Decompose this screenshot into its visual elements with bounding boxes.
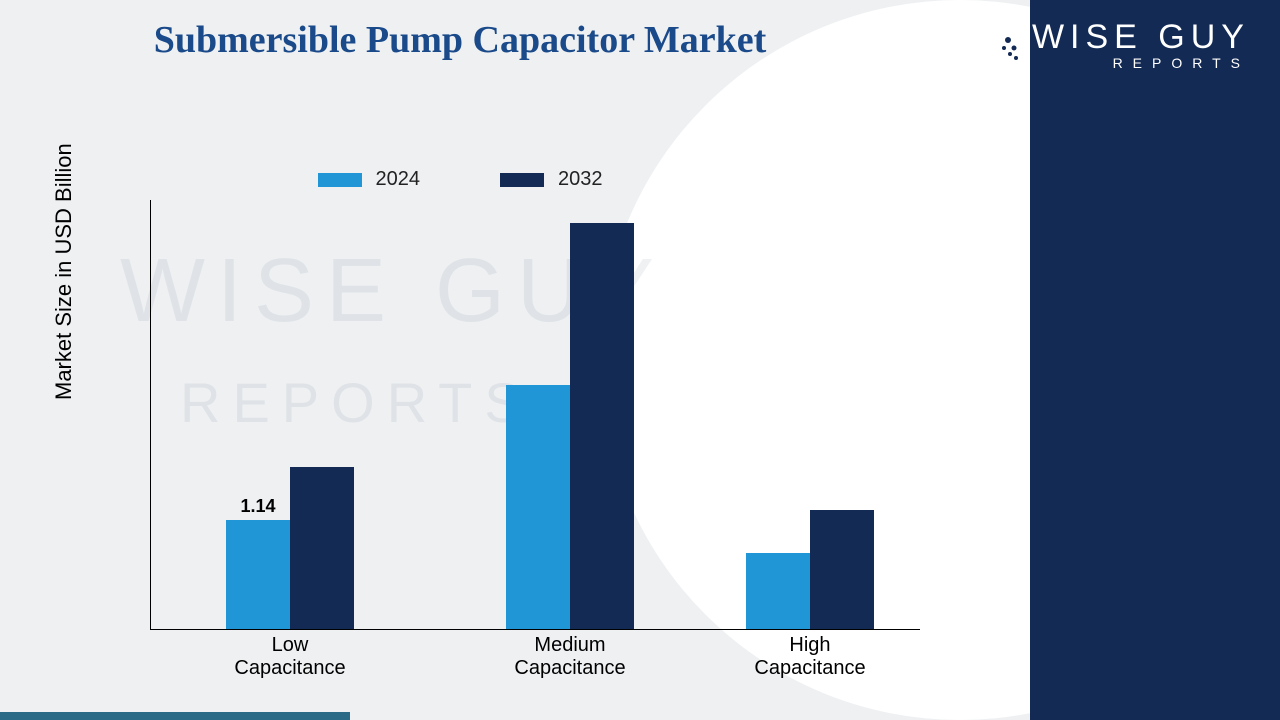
legend-label-2024: 2024: [376, 168, 421, 191]
legend-swatch-2024: [318, 173, 362, 187]
brand-logo: WISE GUY REPORTS: [1032, 18, 1250, 71]
bottom-accent-strip: [0, 712, 350, 720]
stage: WISE GUY REPORTS Submersible Pump Capaci…: [0, 0, 1280, 720]
brand-logo-line2: REPORTS: [1032, 55, 1250, 71]
bar-2032: [810, 510, 874, 629]
legend-swatch-2032: [500, 173, 544, 187]
y-axis-line: [150, 200, 151, 630]
legend: 2024 2032: [0, 168, 920, 191]
legend-label-2032: 2032: [558, 168, 603, 191]
legend-item-2024: 2024: [318, 168, 421, 191]
bar-2024: [226, 520, 290, 629]
x-axis-line: [150, 629, 920, 630]
bar-2024: [746, 553, 810, 629]
sidebar-panel: [1030, 0, 1280, 720]
chart-title: Submersible Pump Capacitor Market: [0, 18, 920, 62]
category-label: LowCapacitance: [190, 634, 390, 680]
plot-area: 1.14: [150, 200, 920, 630]
brand-logo-line1: WISE GUY: [1032, 18, 1250, 57]
category-label: MediumCapacitance: [470, 634, 670, 680]
y-axis-label: Market Size in USD Billion: [51, 143, 77, 400]
bar-value-label: 1.14: [198, 496, 318, 517]
bar-2024: [506, 385, 570, 629]
legend-item-2032: 2032: [500, 168, 603, 191]
brand-head-icon: [960, 20, 1030, 90]
bar-2032: [290, 467, 354, 629]
bar-2032: [570, 223, 634, 629]
category-label: HighCapacitance: [710, 634, 910, 680]
